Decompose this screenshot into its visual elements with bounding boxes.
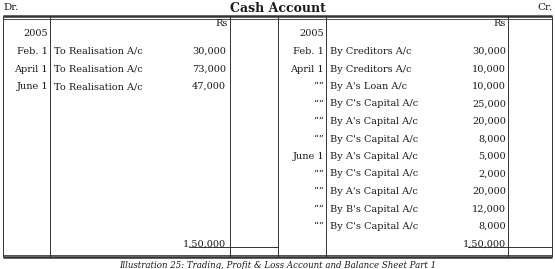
Text: Dr.: Dr. [3,3,18,12]
Text: “”: “” [314,169,324,179]
Text: Cr.: Cr. [537,3,552,12]
Text: Feb. 1: Feb. 1 [17,47,48,56]
Text: 25,000: 25,000 [472,100,506,108]
Text: By Creditors A/c: By Creditors A/c [330,65,411,73]
Text: 73,000: 73,000 [192,65,226,73]
Text: April 1: April 1 [14,65,48,73]
Text: “”: “” [314,134,324,143]
Text: 2005: 2005 [299,30,324,38]
Text: By B's Capital A/c: By B's Capital A/c [330,204,418,214]
Text: June 1: June 1 [292,152,324,161]
Text: Rs: Rs [216,19,228,29]
Text: To Realisation A/c: To Realisation A/c [54,65,143,73]
Text: “”: “” [314,222,324,231]
Text: By A's Capital A/c: By A's Capital A/c [330,152,418,161]
Text: 12,000: 12,000 [472,204,506,214]
Text: April 1: April 1 [290,65,324,73]
Text: By A's Loan A/c: By A's Loan A/c [330,82,407,91]
Text: Feb. 1: Feb. 1 [293,47,324,56]
Text: 20,000: 20,000 [472,117,506,126]
Text: To Realisation A/c: To Realisation A/c [54,47,143,56]
Text: Cash Account: Cash Account [230,2,325,15]
Text: “”: “” [314,187,324,196]
Text: By C's Capital A/c: By C's Capital A/c [330,134,418,143]
Text: By C's Capital A/c: By C's Capital A/c [330,169,418,179]
Text: By A's Capital A/c: By A's Capital A/c [330,187,418,196]
Text: 30,000: 30,000 [472,47,506,56]
Text: 8,000: 8,000 [478,134,506,143]
Text: 5,000: 5,000 [478,152,506,161]
Text: By Creditors A/c: By Creditors A/c [330,47,411,56]
Text: “”: “” [314,204,324,214]
Text: 1,50,000: 1,50,000 [183,239,226,249]
Text: 1,50,000: 1,50,000 [463,239,506,249]
Text: 2005: 2005 [23,30,48,38]
Text: By C's Capital A/c: By C's Capital A/c [330,222,418,231]
Text: Illustration 25: Trading, Profit & Loss Account and Balance Sheet Part 1: Illustration 25: Trading, Profit & Loss … [119,260,436,269]
Text: 10,000: 10,000 [472,82,506,91]
Text: 30,000: 30,000 [192,47,226,56]
Text: Rs: Rs [493,19,506,29]
Text: 8,000: 8,000 [478,222,506,231]
Text: By A's Capital A/c: By A's Capital A/c [330,117,418,126]
Text: 47,000: 47,000 [192,82,226,91]
Text: “”: “” [314,117,324,126]
Text: By C's Capital A/c: By C's Capital A/c [330,100,418,108]
Text: 20,000: 20,000 [472,187,506,196]
Text: To Realisation A/c: To Realisation A/c [54,82,143,91]
Text: “”: “” [314,82,324,91]
Text: June 1: June 1 [17,82,48,91]
Text: 2,000: 2,000 [478,169,506,179]
Text: “”: “” [314,100,324,108]
Text: 10,000: 10,000 [472,65,506,73]
